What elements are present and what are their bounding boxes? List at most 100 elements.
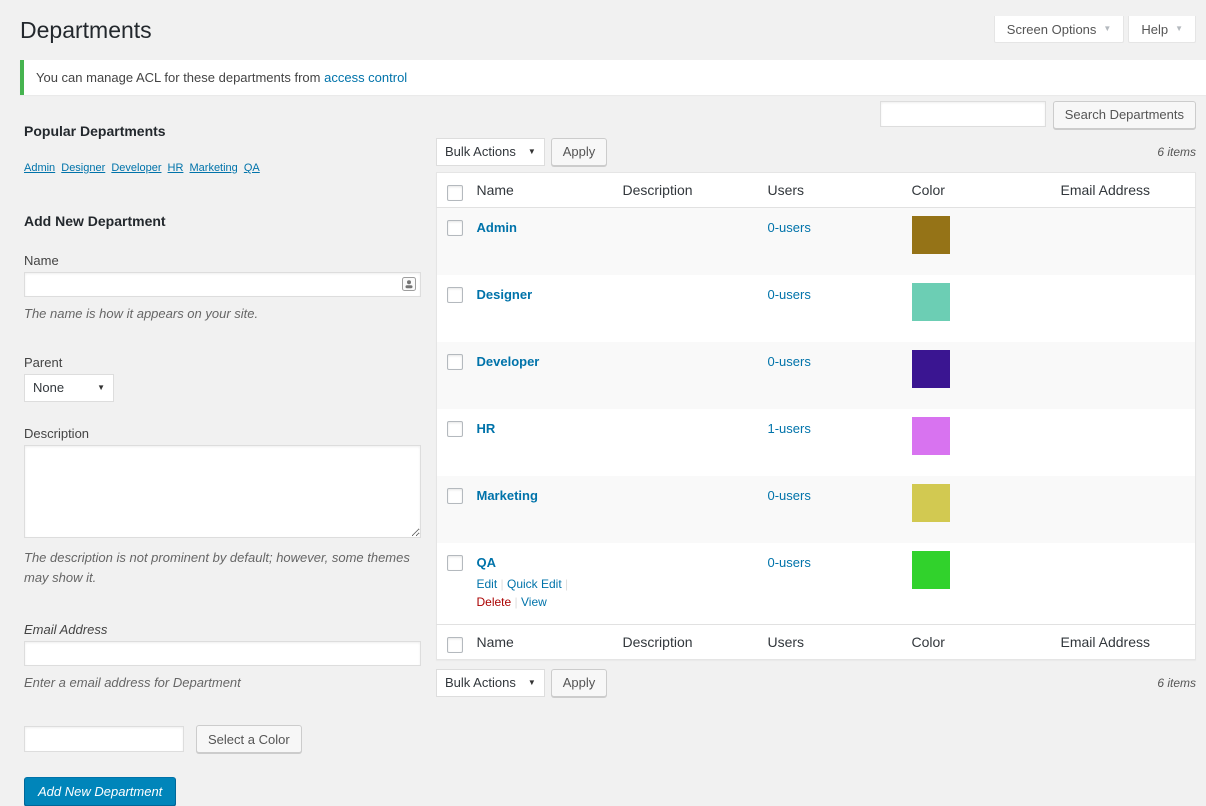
description-help-text: The description is not prominent by defa… <box>24 549 410 585</box>
department-name-link[interactable]: Developer <box>476 353 540 369</box>
column-footer-color: Color <box>901 623 1051 660</box>
department-color-swatch <box>911 349 950 388</box>
department-description <box>612 207 758 275</box>
admin-page: Departments You can manage ACL for these… <box>0 16 1206 806</box>
department-color-swatch <box>911 416 950 455</box>
bulk-actions-select-top[interactable]: Bulk Actions ▼ <box>436 137 545 166</box>
items-count-top: 6 items <box>1157 144 1196 159</box>
department-email <box>1051 275 1196 342</box>
autofill-contact-icon <box>402 277 416 292</box>
department-description <box>613 543 758 625</box>
department-description <box>612 475 758 543</box>
column-header-users: Users <box>757 172 902 209</box>
row-checkbox[interactable] <box>447 554 463 571</box>
column-footer-description: Description <box>612 623 758 660</box>
popular-departments-title: Popular Departments <box>24 122 166 139</box>
departments-table: Name Description Users Color Email Addre… <box>436 171 1196 660</box>
department-name-link[interactable]: Marketing <box>476 487 538 503</box>
help-label: Help <box>1141 21 1169 37</box>
department-color-swatch <box>911 550 950 589</box>
quick-edit-link[interactable]: Quick Edit <box>506 576 562 591</box>
column-header-color: Color <box>901 172 1051 209</box>
right-column: Search Departments Bulk Actions ▼ Apply … <box>436 95 1196 698</box>
screen-options-label: Screen Options <box>1006 21 1097 37</box>
column-footer-email: Email Address <box>1050 623 1196 660</box>
department-users-link[interactable]: 0-users <box>767 353 811 369</box>
popular-tag-link[interactable]: Admin <box>24 161 56 174</box>
color-field-group: Select a Color <box>24 725 421 754</box>
department-users-link[interactable]: 0-users <box>767 487 811 503</box>
apply-button-bottom[interactable]: Apply <box>550 668 608 697</box>
chevron-down-icon: ▼ <box>1103 24 1112 33</box>
select-all-checkbox-bottom[interactable] <box>447 637 463 654</box>
column-header-description: Description <box>612 172 758 209</box>
popular-tag-link[interactable]: Developer <box>111 161 162 174</box>
delete-link[interactable]: Delete <box>476 595 512 610</box>
table-row: HR 1-users <box>437 409 1196 476</box>
department-name-link[interactable]: HR <box>476 420 496 436</box>
help-button[interactable]: Help ▼ <box>1128 16 1196 43</box>
screen-options-button[interactable]: Screen Options ▼ <box>993 16 1125 43</box>
popular-tag-link[interactable]: QA <box>243 161 260 174</box>
email-input[interactable] <box>24 640 421 666</box>
row-checkbox[interactable] <box>447 353 463 370</box>
select-color-button[interactable]: Select a Color <box>196 725 302 754</box>
bulk-actions-value: Bulk Actions <box>445 675 516 691</box>
color-input[interactable] <box>24 726 184 753</box>
table-row: Admin 0-users <box>436 207 1196 275</box>
search-departments-button[interactable]: Search Departments <box>1052 100 1196 129</box>
select-arrow-icon: ▼ <box>97 382 105 392</box>
add-new-department-button[interactable]: Add New Department <box>24 777 177 806</box>
search-box: Search Departments <box>436 100 1196 129</box>
row-checkbox[interactable] <box>447 487 463 504</box>
apply-button-top[interactable]: Apply <box>550 137 608 166</box>
chevron-down-icon: ▼ <box>1175 24 1183 33</box>
access-control-link[interactable]: access control <box>324 69 408 85</box>
department-email <box>1050 475 1196 543</box>
popular-tag-link[interactable]: Designer <box>61 161 106 174</box>
description-textarea[interactable] <box>24 444 421 538</box>
parent-select[interactable]: None ▼ <box>24 373 114 402</box>
row-checkbox[interactable] <box>447 220 463 237</box>
email-help-text: Enter a email address for Department <box>24 674 241 690</box>
department-table-body: Admin 0-users Designer 0-users Developer 0-us… <box>436 207 1196 625</box>
popular-departments-tag-cloud: Admin Designer Developer HR Marketing QA <box>24 160 421 178</box>
name-input[interactable] <box>24 272 421 298</box>
popular-tag-link[interactable]: Marketing <box>189 161 238 174</box>
select-arrow-icon: ▼ <box>527 146 536 156</box>
popular-tag-link[interactable]: HR <box>167 161 184 174</box>
department-name-link[interactable]: Admin <box>476 220 517 236</box>
search-input[interactable] <box>879 100 1046 127</box>
department-color-swatch <box>911 282 950 321</box>
table-row: Developer 0-users <box>436 341 1196 409</box>
table-footer: Name Description Users Color Email Addre… <box>436 623 1196 660</box>
column-header-email: Email Address <box>1050 172 1196 209</box>
table-row: Marketing 0-users <box>436 475 1196 543</box>
description-label: Description <box>24 425 90 441</box>
view-link[interactable]: View <box>520 595 547 610</box>
column-footer-users: Users <box>757 623 902 660</box>
department-users-link[interactable]: 1-users <box>767 420 811 436</box>
department-name-link[interactable]: Designer <box>476 286 533 302</box>
row-checkbox[interactable] <box>447 286 463 303</box>
description-field-group: Description The description is not promi… <box>24 426 421 588</box>
screen-meta-links: Screen Options ▼ Help ▼ <box>993 16 1196 43</box>
department-color-swatch <box>911 483 950 522</box>
name-field-group: Name The name is how it appears on your … <box>24 253 421 324</box>
department-description <box>613 409 758 476</box>
select-all-checkbox[interactable] <box>447 185 463 202</box>
table-row: Designer 0-users <box>437 275 1196 342</box>
email-field-group: Email Address Enter a email address for … <box>24 622 421 693</box>
department-name-link[interactable]: QA <box>476 554 497 570</box>
bulk-actions-select-bottom[interactable]: Bulk Actions ▼ <box>436 668 545 697</box>
edit-link[interactable]: Edit <box>476 576 498 591</box>
row-checkbox[interactable] <box>447 420 463 437</box>
department-users-link[interactable]: 0-users <box>767 220 811 236</box>
department-email <box>1050 341 1196 409</box>
department-users-link[interactable]: 0-users <box>767 286 811 302</box>
parent-field-group: Parent None ▼ <box>24 355 421 402</box>
department-color-swatch <box>911 216 950 255</box>
department-users-link[interactable]: 0-users <box>767 554 811 570</box>
bulk-actions-value: Bulk Actions <box>445 144 516 160</box>
select-arrow-icon: ▼ <box>527 677 536 687</box>
